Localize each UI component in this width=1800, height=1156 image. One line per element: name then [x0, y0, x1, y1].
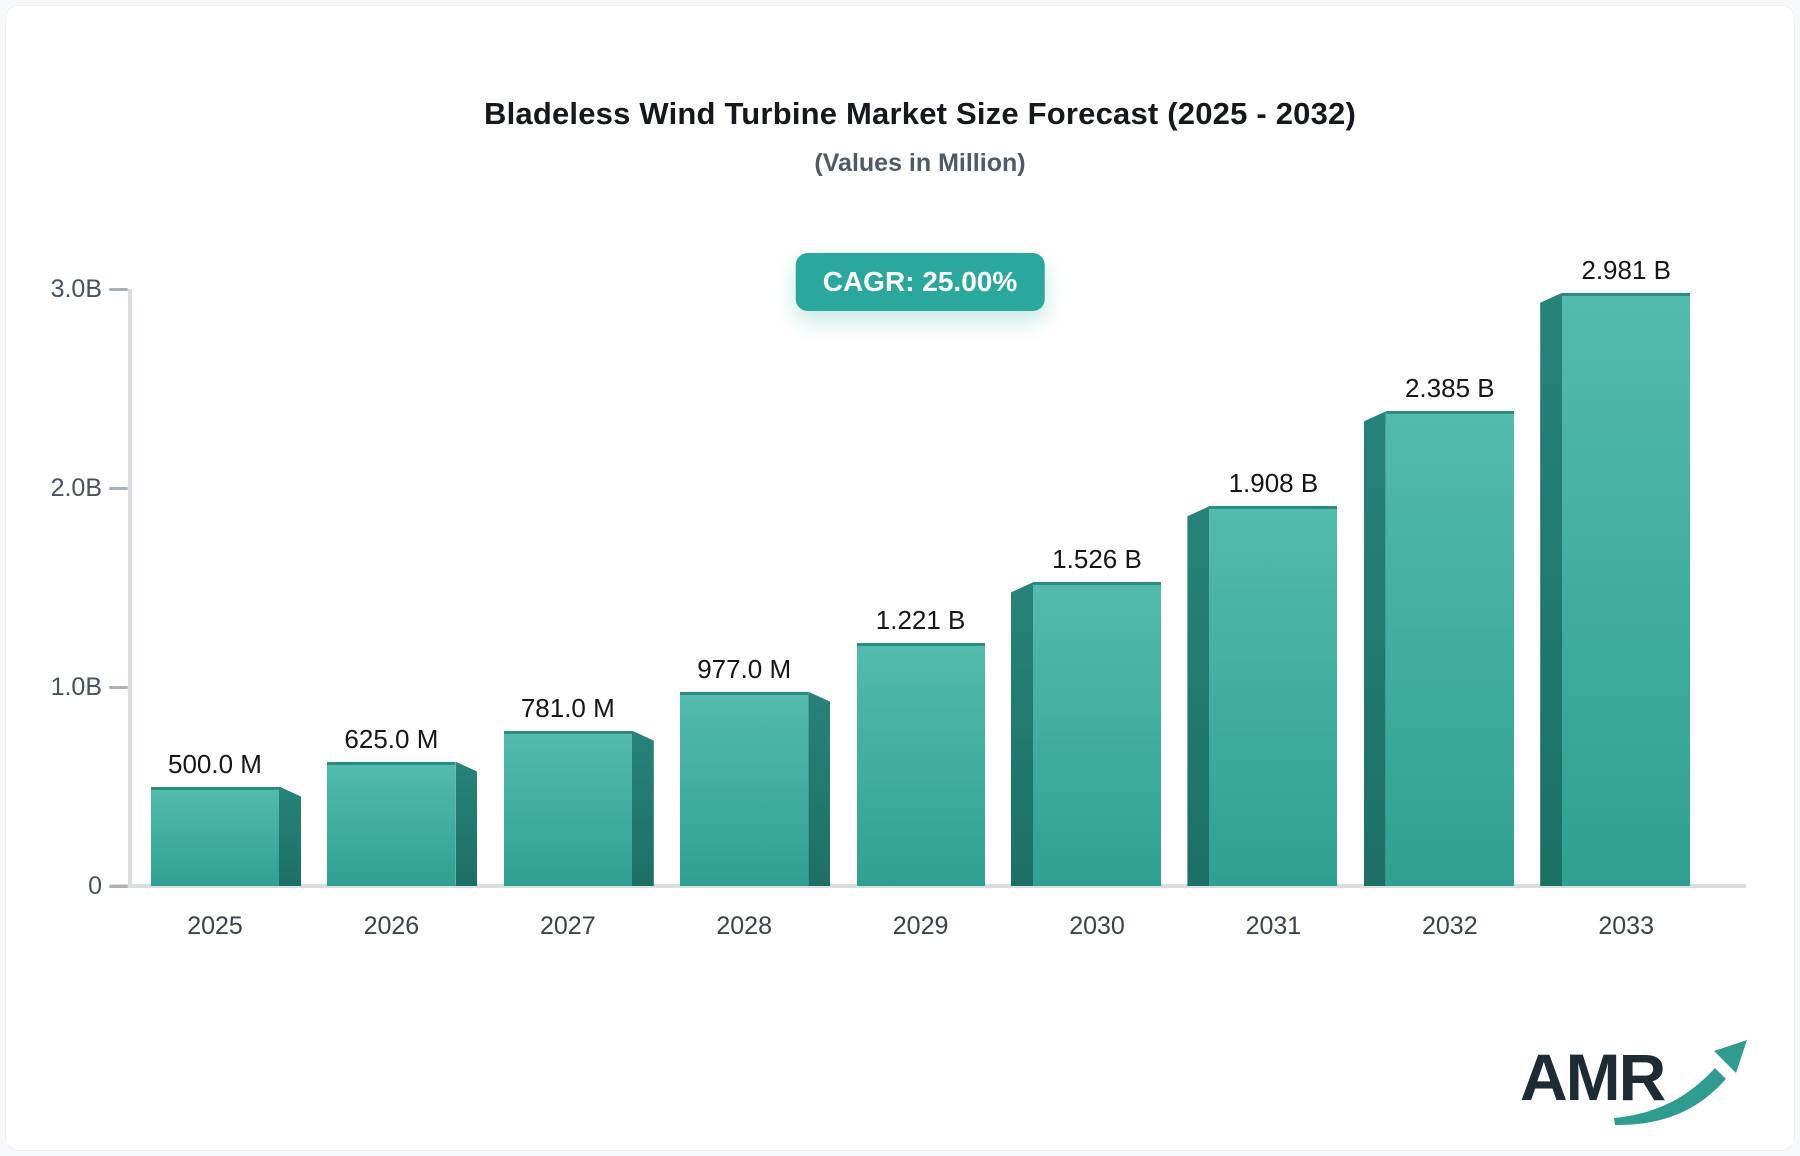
- bar-value-label-2026: 625.0 M: [344, 723, 439, 754]
- bar-2026: [327, 761, 456, 886]
- amr-logo-arrow-head: [1714, 1040, 1747, 1073]
- bar-2025: [151, 786, 279, 886]
- bar-2029: [856, 643, 985, 886]
- bar-value-label-2025: 500.0 M: [168, 748, 262, 779]
- x-axis-label-2030: 2030: [1069, 912, 1125, 940]
- amr-logo: AMR: [1518, 1028, 1768, 1128]
- y-tick-label-3.0B: 3.0B: [50, 275, 102, 303]
- cagr-badge: CAGR: 25.00%: [795, 253, 1045, 311]
- bar-side-2028: [808, 691, 831, 886]
- bar-side-2032: [1363, 411, 1386, 886]
- y-tick-mark-0: [109, 885, 128, 888]
- x-axis-label-2026: 2026: [363, 912, 420, 940]
- bar-2027: [503, 730, 632, 886]
- bar-2032: [1385, 411, 1514, 886]
- y-tick-label-0: 0: [88, 872, 102, 900]
- bar-2033: [1562, 292, 1691, 886]
- bar-value-label-2031: 1.908 B: [1228, 468, 1319, 499]
- x-axis-label-2033: 2033: [1598, 912, 1654, 940]
- bar-value-label-2028: 977.0 M: [697, 653, 792, 684]
- bar-side-2030: [1011, 582, 1033, 886]
- x-axis-line: [110, 884, 1746, 888]
- bar-value-label-2029: 1.221 B: [875, 605, 966, 636]
- bar-side-2025: [279, 786, 301, 886]
- bar-value-label-2030: 1.526 B: [1052, 544, 1142, 575]
- y-axis-line: [128, 289, 132, 886]
- y-tick-mark-1.0B: [109, 686, 128, 689]
- x-axis-label-2031: 2031: [1245, 912, 1302, 940]
- x-axis-label-2027: 2027: [539, 912, 596, 940]
- bar-side-2027: [631, 730, 654, 886]
- bar-side-2026: [455, 761, 478, 886]
- bar-2028: [680, 691, 809, 886]
- x-axis-label-2029: 2029: [892, 912, 949, 940]
- chart-subtitle: (Values in Million): [814, 149, 1026, 177]
- amr-logo-graphic: AMR: [1520, 1040, 1747, 1125]
- bar-side-2031: [1187, 506, 1210, 886]
- chart-title: Bladeless Wind Turbine Market Size Forec…: [484, 96, 1356, 131]
- bar-value-label-2033: 2.981 B: [1581, 254, 1671, 285]
- amr-logo-text: AMR: [1520, 1040, 1666, 1114]
- x-axis-label-2032: 2032: [1421, 912, 1478, 940]
- y-tick-label-2.0B: 2.0B: [50, 474, 102, 502]
- bar-side-2033: [1540, 292, 1563, 886]
- bar-2030: [1033, 582, 1161, 886]
- amr-logo-arrow-swoosh: [1614, 1068, 1726, 1125]
- y-tick-mark-2.0B: [109, 487, 128, 490]
- bar-value-label-2027: 781.0 M: [520, 692, 615, 723]
- bar-2031: [1209, 506, 1338, 886]
- x-axis-label-2028: 2028: [716, 912, 772, 940]
- y-tick-label-1.0B: 1.0B: [50, 673, 102, 701]
- bar-value-label-2032: 2.385 B: [1404, 373, 1495, 404]
- x-axis-label-2025: 2025: [187, 912, 243, 940]
- y-tick-mark-3.0B: [109, 288, 128, 291]
